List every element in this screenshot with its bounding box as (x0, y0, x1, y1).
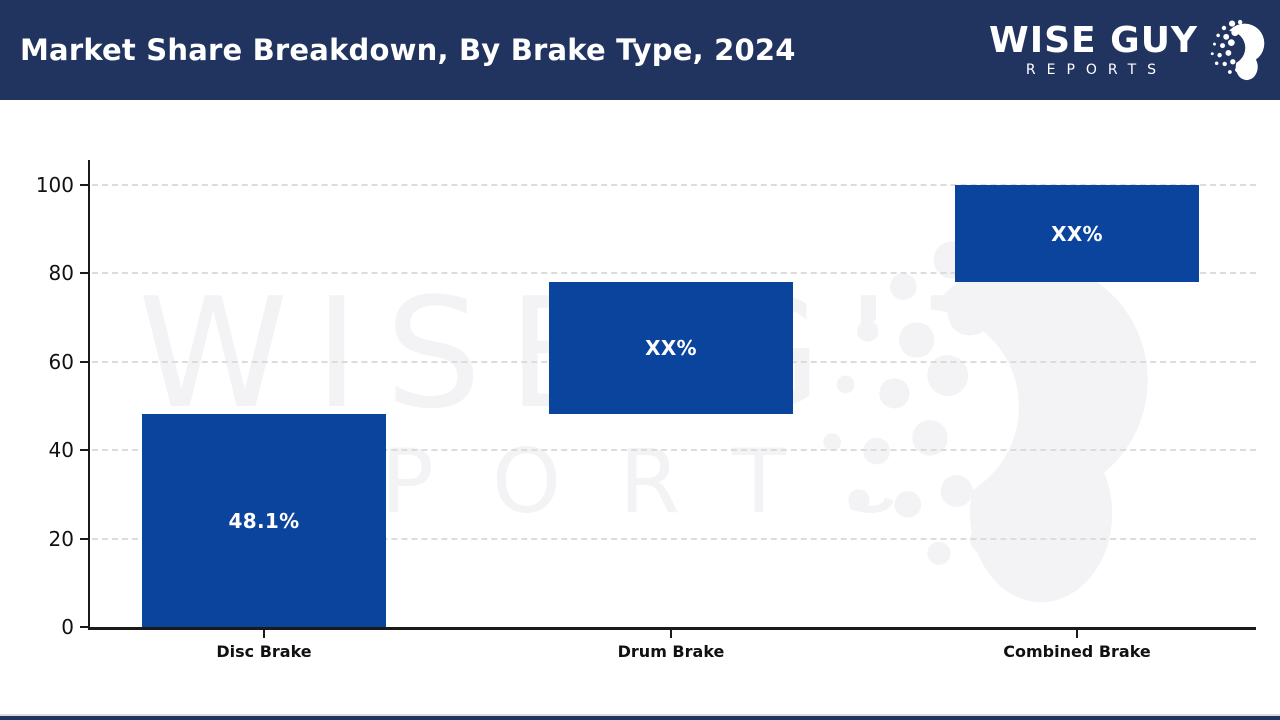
y-tick-label: 40 (48, 438, 74, 463)
logo-wordmark-main: WISE GUY (988, 20, 1198, 62)
y-tick-label: 60 (48, 349, 74, 374)
logo-head-icon (1210, 19, 1265, 81)
page-title: Market Share Breakdown, By Brake Type, 2… (20, 33, 796, 67)
x-tick-mark (670, 630, 672, 638)
y-tick-mark (80, 184, 88, 186)
header: Market Share Breakdown, By Brake Type, 2… (0, 0, 1280, 100)
bar-drum-brake: XX% (549, 282, 793, 415)
y-axis-line (88, 160, 90, 629)
y-tick-label: 20 (48, 526, 74, 551)
bar-disc-brake: 48.1% (142, 414, 386, 627)
x-tick-mark (263, 630, 265, 638)
y-tick-mark (80, 537, 88, 540)
y-tick-mark (80, 360, 88, 363)
x-axis-line (88, 627, 1256, 630)
bar-value-label: XX% (1051, 221, 1103, 246)
chart-plot-area: 0 20 40 60 80 100 48.1% Disc Brake XX% Drum Brake… (0, 100, 1280, 715)
bar-value-label: 48.1% (228, 508, 300, 533)
y-tick-mark (80, 626, 88, 628)
x-tick-label: Combined Brake (1003, 642, 1151, 661)
x-tick-mark (1076, 630, 1078, 638)
gridline-40 (92, 449, 1256, 452)
y-tick-label: 80 (48, 261, 74, 286)
y-tick-label: 100 (35, 173, 74, 197)
x-tick-label: Drum Brake (617, 642, 725, 661)
x-tick-label: Disc Brake (216, 642, 312, 661)
bar-combined-brake: XX% (955, 185, 1199, 283)
logo-wordmark: WISE GUY REPORTS (989, 22, 1198, 78)
logo: WISE GUY REPORTS (989, 7, 1280, 93)
bar-value-label: XX% (645, 336, 697, 361)
gridline-80 (92, 272, 1256, 275)
footer-divider (0, 714, 1280, 716)
y-tick-mark (80, 449, 88, 452)
y-tick-mark (80, 272, 88, 275)
gridline-100 (92, 184, 1256, 186)
logo-wordmark-sub: REPORTS (1025, 61, 1168, 78)
gridline-20 (92, 537, 1256, 540)
footer-bar (0, 716, 1280, 720)
y-tick-label: 0 (61, 615, 74, 639)
